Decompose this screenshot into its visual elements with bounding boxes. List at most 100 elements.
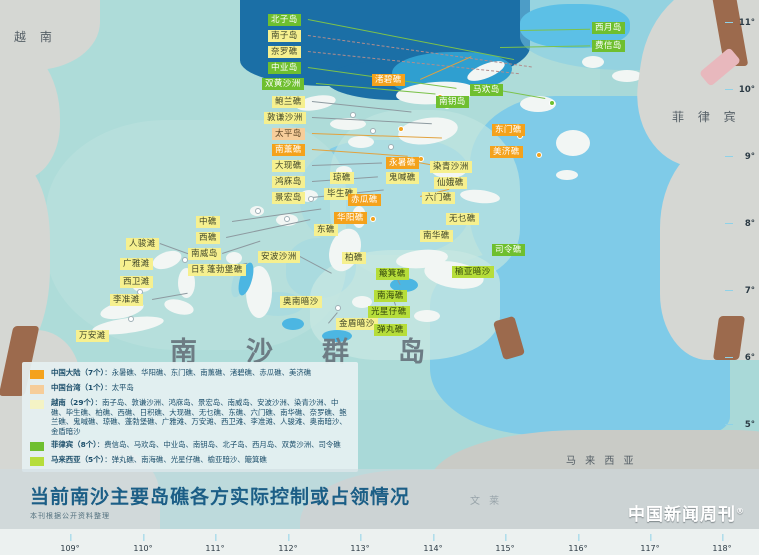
latitude-tick: 9° [725,152,755,162]
island-label: 琼礁 [330,172,354,184]
island-label: 敦谦沙洲 [264,112,306,124]
reef-blob [352,296,372,308]
legend-party-name: 中国大陆（7个） [51,368,105,377]
reef-blob [582,56,604,68]
longitude-tick-label: 111° [205,544,225,553]
control-dot-vn [308,196,314,202]
island-label: 西卫滩 [120,276,153,288]
legend-items: ：弹丸礁、南海礁、光星仔礁、榆亚暗沙、簸箕礁 [104,455,267,465]
longitude-tick-label: 114° [423,544,443,553]
island-label: 金盾暗沙 [336,318,378,330]
control-dot-vn [335,305,341,311]
island-label: 鬼喊礁 [386,172,419,184]
longitude-tick: 116° [568,534,588,553]
tick-mark [433,534,434,541]
island-label: 南薰礁 [272,144,305,156]
island-label: 双黄沙洲 [262,78,304,90]
legend-party-name: 越南（29个） [51,398,95,407]
control-dot-vn [388,144,394,150]
legend-swatch [30,400,44,409]
island-label: 赤瓜礁 [348,194,381,206]
island-label: 广雅滩 [120,258,153,270]
island-label: 南钥岛 [436,96,469,108]
island-label: 南海礁 [374,290,407,302]
island-label: 景宏岛 [272,192,305,204]
island-label: 柏礁 [342,252,366,264]
latitude-tick-label: 10° [738,85,755,95]
control-dot-vn [370,128,376,134]
control-dot-cn [370,216,376,222]
longitude-axis: 109° 110° 111° 112° 113° 114° 115° 116° 117° 118° [0,529,759,555]
archipelago-name-char: 岛 [398,337,427,368]
page-subtitle: 本刊根据公开资料整理 [30,512,110,520]
latitude-tick: 10° [725,85,755,95]
control-dot-vn [350,112,356,118]
legend-row: 中国大陆（7个）：永暑礁、华阳礁、东门礁、南薰礁、渚碧礁、赤瓜礁、美济礁 [30,368,350,379]
publisher-logo: 中国新闻周刊® [628,500,745,525]
legend-party-name: 马来西亚（5个） [51,455,105,465]
island-label: 榆亚暗沙 [452,266,494,278]
reef-blob [556,130,590,156]
latitude-tick-label: 8° [744,219,755,229]
legend-party-name: 菲律宾（8个） [51,440,97,450]
legend-items: ：永暑礁、华阳礁、东门礁、南薰礁、渚碧礁、赤瓜礁、美济礁 [104,368,312,377]
legend-row: 马来西亚（5个）：弹丸礁、南海礁、光星仔礁、榆亚暗沙、簸箕礁 [30,455,350,467]
tick-mark [143,534,144,541]
longitude-tick: 114° [423,534,443,553]
island-label: 南威岛 [188,248,221,260]
tick-mark [725,424,733,425]
island-label: 仙娥礁 [434,177,467,189]
legend-swatch [30,385,44,394]
legend-text: 中国大陆（7个）：永暑礁、华阳礁、东门礁、南薰礁、渚碧礁、赤瓜礁、美济礁 [51,368,311,378]
tick-mark [578,534,579,541]
latitude-axis: 11° 10° 9° 8° 7° 6° 5° [725,0,759,555]
latitude-tick: 8° [725,219,755,229]
island-label: 费信岛 [592,40,625,52]
island-label: 人骏滩 [126,238,159,250]
legend-items: ：南子岛、敦谦沙洲、鸿庥岛、景宏岛、南威岛、安波沙洲、染青沙洲、中礁、毕生礁、柏… [51,398,347,436]
longitude-tick: 111° [205,534,225,553]
longitude-tick: 118° [712,534,732,553]
control-dot-vn [182,257,188,263]
registered-mark: ® [736,506,745,516]
reef-blob [336,166,352,176]
island-label: 东礁 [314,224,338,236]
legend-panel: 中国大陆（7个）：永暑礁、华阳礁、东门礁、南薰礁、渚碧礁、赤瓜礁、美济礁 中国台湾… [22,362,358,472]
longitude-tick: 117° [640,534,660,553]
latitude-tick-label: 11° [738,18,755,28]
island-label: 簸箕礁 [376,268,409,280]
tick-mark [70,534,71,541]
tick-mark [725,290,733,291]
island-label: 太平岛 [272,128,305,140]
legend-items: ：太平岛 [104,383,134,392]
reef-blob [612,70,642,82]
island-label: 西月岛 [592,22,625,34]
latitude-tick-label: 9° [744,152,755,162]
legend-text: 菲律宾（8个）：费信岛、马欢岛、中业岛、南钥岛、北子岛、西月岛、双黄沙洲、司令礁 [51,440,341,450]
reef-blob [414,310,440,322]
control-dot-vn [128,316,134,322]
tick-mark [288,534,289,541]
island-label: 奈罗礁 [268,46,301,58]
country-label: 马 来 西 亚 [566,456,637,467]
latitude-tick-label: 7° [744,286,755,296]
legend-swatch [30,370,44,379]
legend-text: 中国台湾（1个）：太平岛 [51,383,134,393]
island-label: 华阳礁 [334,212,367,224]
island-label: 南华礁 [420,230,453,242]
publisher-logo-text: 中国新闻周刊 [628,505,736,525]
island-label: 西礁 [196,232,220,244]
island-label: 李准滩 [110,294,143,306]
control-dot-cn [398,126,404,132]
longitude-tick-label: 109° [60,544,80,553]
island-label: 南子岛 [268,30,301,42]
island-label: 中礁 [196,216,220,228]
island-label: 奥南暗沙 [280,296,322,308]
control-dot-vn [284,216,290,222]
island-label: 东门礁 [492,124,525,136]
longitude-tick: 110° [133,534,153,553]
island-label: 鲍兰礁 [272,96,305,108]
longitude-tick: 112° [278,534,298,553]
country-label: 菲 律 宾 [672,110,741,124]
